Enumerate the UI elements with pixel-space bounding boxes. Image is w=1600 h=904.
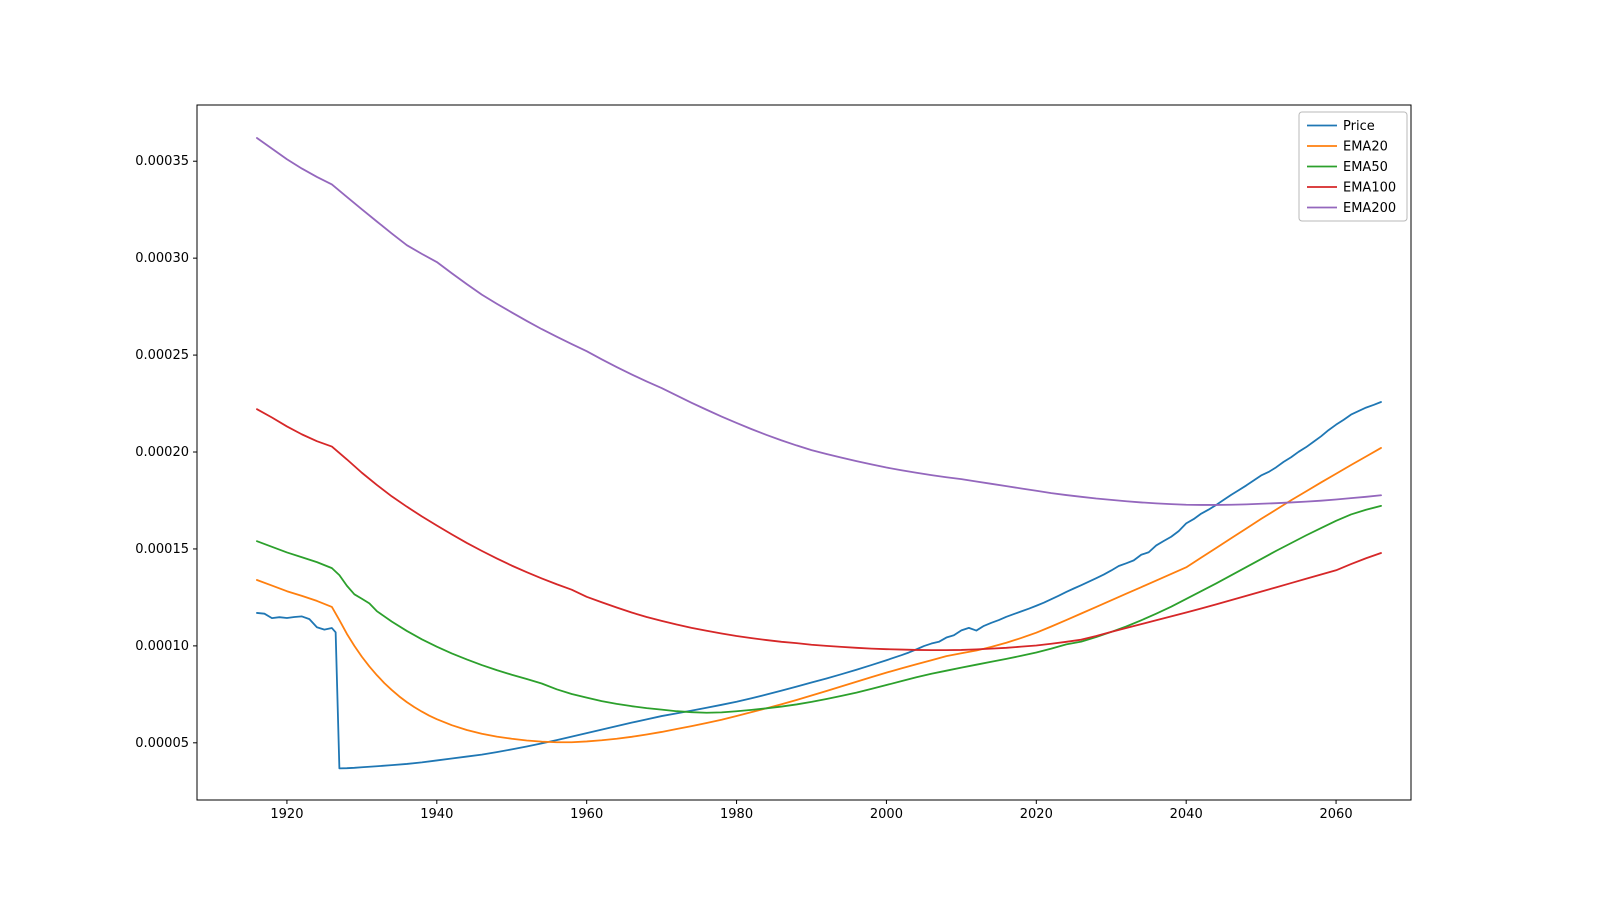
legend-frame: [1298, 111, 1408, 222]
legend-label: Price: [1343, 119, 1375, 134]
series-line-price: [256, 401, 1382, 770]
series-line-ema200: [256, 137, 1382, 506]
legend-item-ema50: EMA50: [1307, 160, 1388, 175]
x-tick-label: 1920: [270, 807, 303, 822]
x-tick-label: 2060: [1320, 807, 1353, 822]
legend-label: EMA20: [1343, 140, 1388, 155]
y-tick-label: 0.00025: [135, 348, 189, 363]
x-tick-label: 1980: [720, 807, 753, 822]
y-tick-label: 0.00010: [135, 639, 189, 654]
legend-item-ema20: EMA20: [1307, 140, 1388, 155]
x-tick-label: 1940: [420, 807, 453, 822]
legend-item-ema200: EMA200: [1307, 201, 1396, 216]
legend: Price EMA20 EMA50 EMA100 EMA200: [1298, 111, 1408, 222]
y-tick-label: 0.00035: [135, 154, 189, 169]
x-tick-label: 2020: [1020, 807, 1053, 822]
legend-label: EMA50: [1343, 160, 1388, 175]
y-tick-label: 0.00015: [135, 542, 189, 557]
x-tick-label: 2000: [870, 807, 903, 822]
legend-item-ema100: EMA100: [1307, 181, 1396, 196]
y-tick-label: 0.00005: [135, 736, 189, 751]
x-tick-label: 2040: [1170, 807, 1203, 822]
series-line-ema20: [256, 447, 1382, 744]
legend-label: EMA200: [1343, 201, 1396, 216]
legend-label: EMA100: [1343, 181, 1396, 196]
y-tick-label: 0.00020: [135, 445, 189, 460]
x-tick-label: 1960: [570, 807, 603, 822]
series-line-ema100: [256, 408, 1382, 652]
legend-item-price: Price: [1307, 119, 1375, 134]
y-tick-label: 0.00030: [135, 251, 189, 266]
series-line-ema50: [256, 505, 1382, 714]
